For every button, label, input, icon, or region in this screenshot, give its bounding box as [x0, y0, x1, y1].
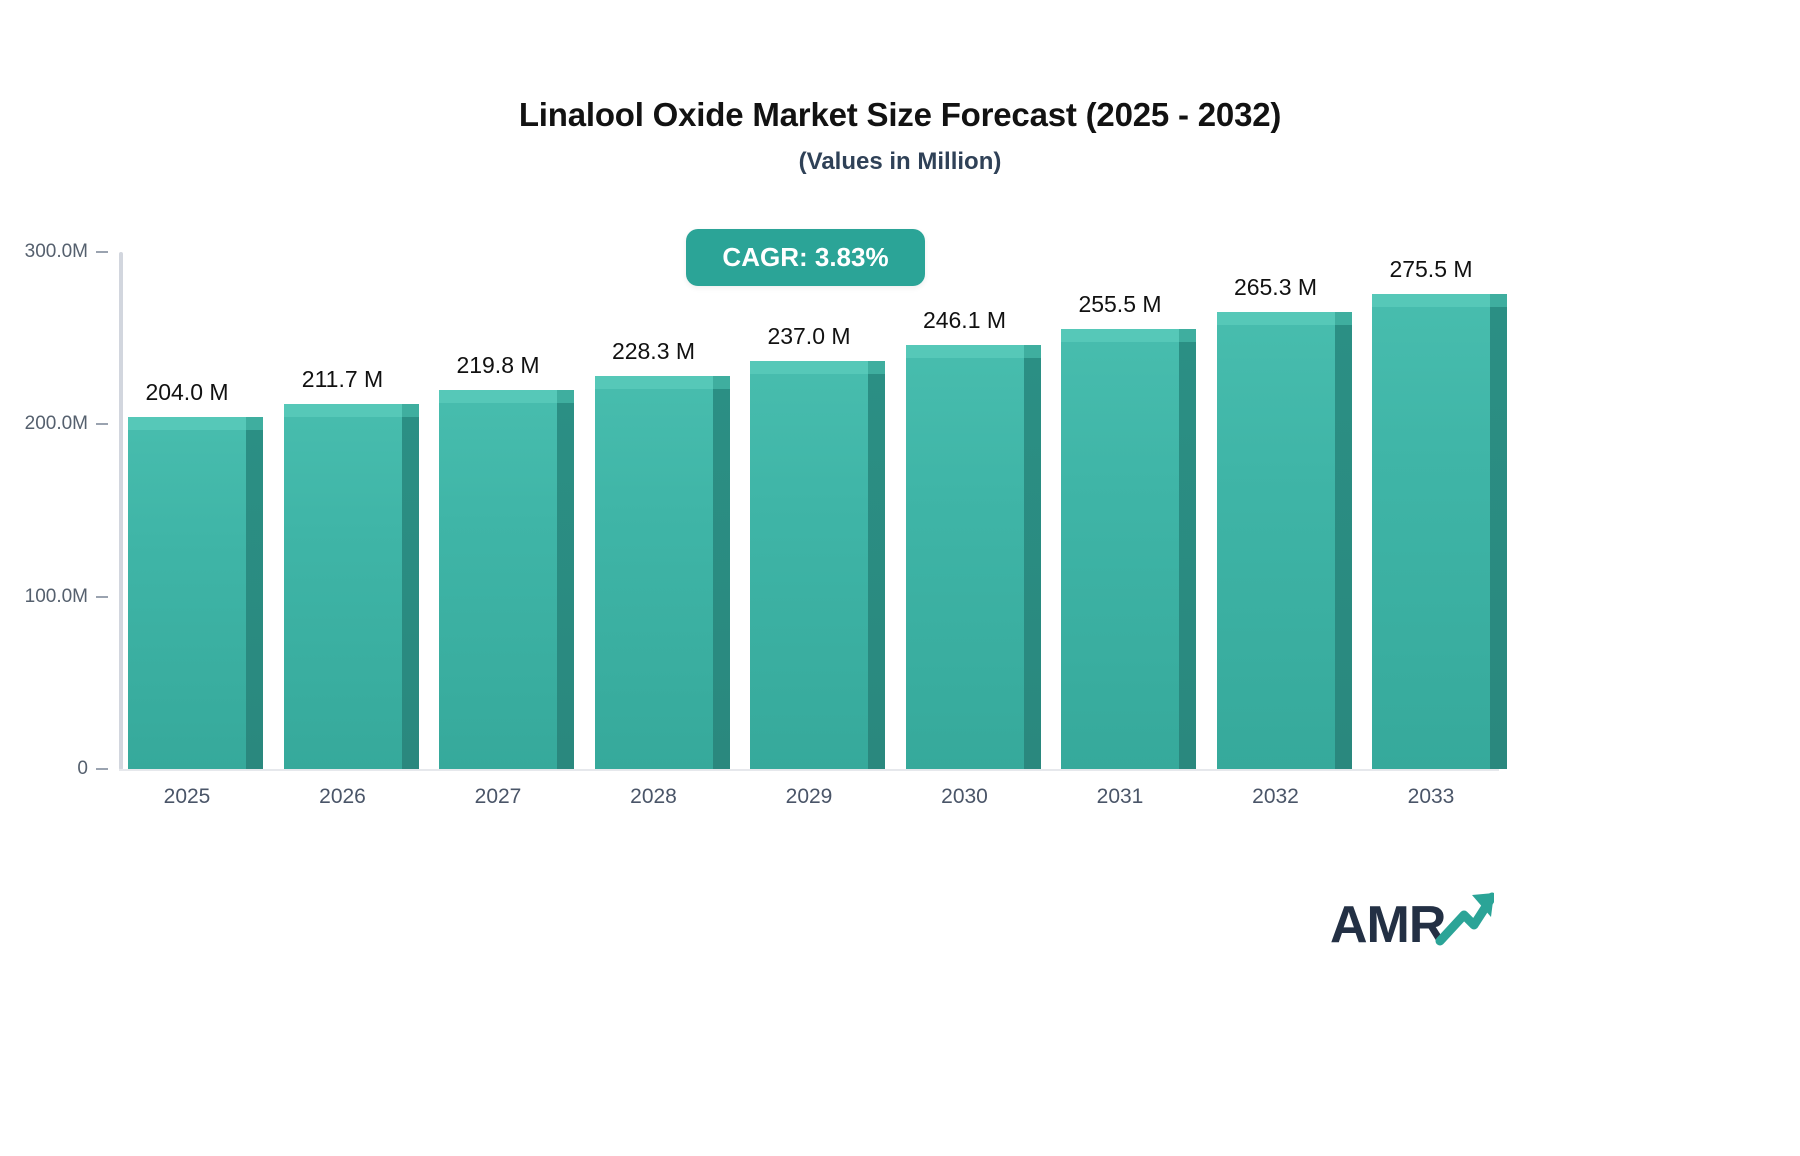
bar-top-bevel — [712, 375, 730, 389]
bar-side-face — [246, 430, 263, 769]
bar-value-label: 255.5 M — [1078, 290, 1162, 317]
bar-top-face — [905, 344, 1024, 358]
bar-top-face — [1061, 328, 1179, 342]
bar-side-face — [868, 373, 885, 769]
bar-top-bevel — [246, 417, 263, 431]
bar-top-bevel — [557, 390, 574, 404]
bar-value-label: 237.0 M — [767, 322, 851, 349]
bar-top-bevel — [1334, 311, 1352, 325]
bar-side-face — [1023, 357, 1041, 769]
page-title: Linalool Oxide Market Size Forecast (202… — [518, 96, 1282, 133]
bar-side-face — [401, 417, 419, 769]
chart-subtitle: (Values in Million) — [798, 148, 1002, 175]
bar-top-bevel — [1490, 294, 1507, 308]
bar-column[interactable]: 219.8 M — [439, 352, 574, 769]
x-axis-tick-label: 2026 — [319, 785, 366, 808]
cagr-badge: CAGR: 3.83% — [686, 229, 925, 286]
bar-side-face — [557, 403, 574, 769]
bar-top-bevel — [1023, 344, 1041, 358]
bar-value-label: 265.3 M — [1233, 273, 1318, 300]
bar-top-face — [1216, 311, 1335, 325]
bar-value-label: 275.5 M — [1389, 256, 1473, 283]
bar-value-label: 204.0 M — [145, 379, 229, 406]
bar-front-face — [283, 404, 402, 769]
bar-column[interactable]: 275.5 M — [1372, 256, 1507, 769]
x-axis-tick-label: 2031 — [1096, 785, 1144, 808]
bar-column[interactable]: 204.0 M — [128, 379, 263, 769]
bar-value-label: 211.7 M — [301, 366, 384, 393]
bar-top-face — [1372, 294, 1490, 308]
bar-front-face — [905, 344, 1024, 769]
x-axis-tick-label: 2025 — [163, 785, 211, 808]
bar-top-face — [283, 404, 402, 418]
bar-value-label: 219.8 M — [456, 352, 540, 379]
x-axis-tick-label: 2033 — [1407, 785, 1455, 808]
bar-top-face — [439, 390, 557, 404]
bar-side-face — [712, 388, 730, 769]
bar-top-bevel — [868, 360, 885, 374]
x-axis-tick-label: 2030 — [941, 785, 988, 808]
bar-front-face — [750, 360, 868, 769]
x-axis-tick-label: 2029 — [785, 785, 833, 808]
growth-arrow-icon — [1435, 892, 1494, 946]
x-axis-tick-label: 2032 — [1252, 785, 1299, 808]
amr-logo-text: AMR — [1330, 896, 1446, 954]
bar-front-face — [439, 390, 557, 769]
bar-column[interactable]: 228.3 M — [594, 338, 730, 769]
bar-column[interactable]: 237.0 M — [750, 323, 885, 769]
amr-logo: AMR — [1330, 892, 1494, 967]
bar-front-face — [1216, 311, 1335, 769]
bar-top-face — [750, 360, 868, 374]
bar-front-face — [1372, 294, 1490, 769]
bar-top-bevel — [1179, 328, 1196, 342]
x-axis-tick-label: 2027 — [474, 785, 522, 808]
cagr-badge-label: CAGR: 3.83% — [722, 242, 889, 272]
bar-side-face — [1179, 341, 1196, 769]
bar-top-bevel — [401, 404, 419, 418]
x-axis-tick-label: 2028 — [630, 785, 677, 808]
bar-side-face — [1334, 324, 1352, 769]
bar-column[interactable]: 246.1 M — [905, 307, 1041, 769]
bar-side-face — [1490, 307, 1507, 769]
bar-front-face — [128, 417, 246, 769]
bar-column[interactable]: 265.3 M — [1216, 274, 1352, 769]
bar-value-label: 228.3 M — [611, 337, 696, 364]
bar-top-face — [128, 417, 246, 431]
bar-column[interactable]: 255.5 M — [1061, 291, 1196, 769]
bar-front-face — [594, 375, 713, 769]
bar-front-face — [1061, 328, 1179, 769]
bar-column[interactable]: 211.7 M — [283, 366, 419, 769]
bar-top-face — [594, 375, 713, 389]
bar-value-label: 246.1 M — [922, 306, 1007, 333]
